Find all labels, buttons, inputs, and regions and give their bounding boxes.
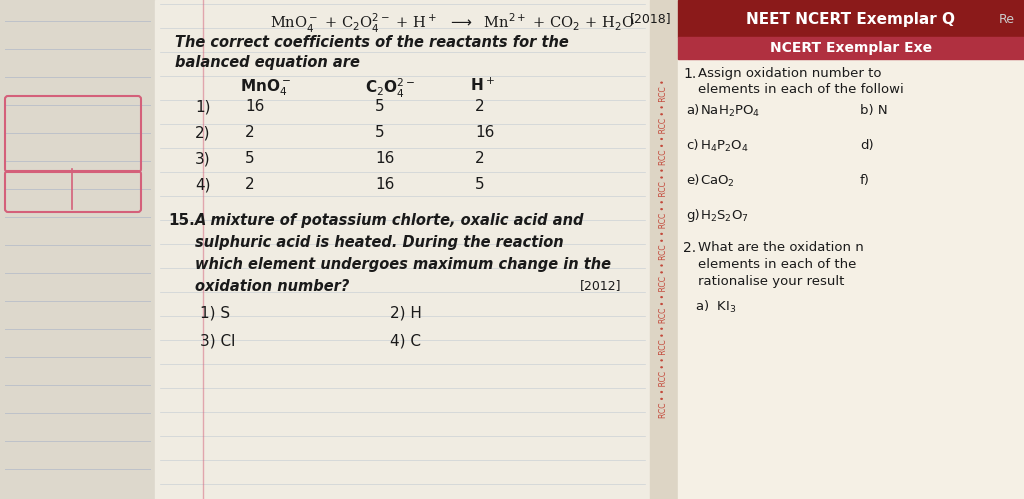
Bar [0, 292, 1024, 301]
Text: 1.: 1. [683, 67, 696, 81]
Text: H$_4$P$_2$O$_4$: H$_4$P$_2$O$_4$ [700, 139, 749, 154]
Bar [0, 166, 1024, 175]
Bar [0, 436, 1024, 445]
Text: rationalise your result: rationalise your result [698, 275, 845, 288]
Text: a)  KI$_3$: a) KI$_3$ [695, 299, 736, 315]
Bar [0, 382, 1024, 391]
Bar [0, 220, 1024, 229]
Bar [0, 490, 1024, 499]
Text: d): d) [860, 139, 873, 152]
Bar [155, 0, 650, 499]
Text: [2018]: [2018] [630, 12, 672, 25]
Text: 4): 4) [195, 177, 211, 192]
Text: Re: Re [999, 12, 1015, 25]
Text: 16: 16 [375, 151, 394, 166]
Text: NCERT Exemplar Exe: NCERT Exemplar Exe [770, 41, 932, 55]
Polygon shape [0, 0, 175, 499]
Text: 3): 3) [195, 151, 211, 166]
Text: 2: 2 [475, 151, 484, 166]
Text: 4) C: 4) C [390, 334, 421, 349]
Text: 16: 16 [245, 99, 264, 114]
Text: 5: 5 [245, 151, 255, 166]
Bar [0, 40, 1024, 49]
Bar [0, 346, 1024, 355]
Bar [0, 256, 1024, 265]
Text: The correct coefficients of the reactants for the: The correct coefficients of the reactant… [175, 35, 568, 50]
Bar [678, 37, 1024, 59]
Bar [0, 58, 1024, 67]
Text: 2.: 2. [683, 241, 696, 255]
Text: NaH$_2$PO$_4$: NaH$_2$PO$_4$ [700, 104, 760, 119]
Text: 2: 2 [475, 99, 484, 114]
Bar [0, 148, 1024, 157]
Bar [0, 310, 1024, 319]
Bar [0, 472, 1024, 481]
Text: elements in each of the followi: elements in each of the followi [698, 83, 904, 96]
Text: 2): 2) [195, 125, 211, 140]
Text: What are the oxidation n: What are the oxidation n [698, 241, 864, 254]
Bar [650, 0, 678, 499]
Text: Assign oxidation number to: Assign oxidation number to [698, 67, 882, 80]
Text: f): f) [860, 174, 869, 187]
Text: H$^+$: H$^+$ [470, 77, 495, 94]
Bar [0, 364, 1024, 373]
Text: 2: 2 [245, 177, 255, 192]
Text: RCC • • RCC • • RCC • • RCC • • RCC • • RCC • • RCC • • RCC • • RCC • • RCC • • : RCC • • RCC • • RCC • • RCC • • RCC • • … [659, 80, 669, 418]
Bar [0, 130, 1024, 139]
Text: 5: 5 [475, 177, 484, 192]
Bar [0, 400, 1024, 409]
Bar [0, 418, 1024, 427]
Text: e): e) [686, 174, 699, 187]
Bar [678, 0, 1024, 499]
Text: MnO$_4^-$: MnO$_4^-$ [240, 77, 291, 97]
Text: 16: 16 [375, 177, 394, 192]
Bar [0, 238, 1024, 247]
Text: 5: 5 [375, 99, 385, 114]
Text: 3) Cl: 3) Cl [200, 334, 236, 349]
Text: 1): 1) [195, 99, 211, 114]
Text: 2: 2 [245, 125, 255, 140]
Text: balanced equation are: balanced equation are [175, 55, 359, 70]
Bar [0, 112, 1024, 121]
Bar [0, 94, 1024, 103]
Bar [0, 4, 1024, 13]
Text: 15.: 15. [168, 213, 195, 228]
Bar [0, 184, 1024, 193]
Text: [2012]: [2012] [580, 279, 622, 292]
Text: c): c) [686, 139, 698, 152]
Text: A mixture of potassium chlorte, oxalic acid and: A mixture of potassium chlorte, oxalic a… [195, 213, 585, 228]
Text: elements in each of the: elements in each of the [698, 258, 856, 271]
Text: which element undergoes maximum change in the: which element undergoes maximum change i… [195, 257, 611, 272]
Text: CaO$_2$: CaO$_2$ [700, 174, 735, 189]
Text: 1) S: 1) S [200, 305, 230, 320]
Text: g): g) [686, 209, 699, 222]
Text: 2) H: 2) H [390, 305, 422, 320]
Text: oxidation number?: oxidation number? [195, 279, 349, 294]
Bar [0, 454, 1024, 463]
Bar [0, 202, 1024, 211]
Text: 16: 16 [475, 125, 495, 140]
Text: NEET NCERT Exemplar Q: NEET NCERT Exemplar Q [746, 11, 955, 26]
Text: a): a) [686, 104, 699, 117]
Text: sulphuric acid is heated. During the reaction: sulphuric acid is heated. During the rea… [195, 235, 563, 250]
Text: 5: 5 [375, 125, 385, 140]
Text: MnO$_4^-$ + C$_2$O$_4^{2-}$ + H$^+$  $\longrightarrow$  Mn$^{2+}$ + CO$_2$ + H$_: MnO$_4^-$ + C$_2$O$_4^{2-}$ + H$^+$ $\lo… [270, 12, 635, 35]
Bar [0, 76, 1024, 85]
Bar [0, 22, 1024, 31]
Text: b) N: b) N [860, 104, 888, 117]
Bar [678, 0, 1024, 37]
Text: C$_2$O$_4^{2-}$: C$_2$O$_4^{2-}$ [365, 77, 416, 100]
Bar [0, 328, 1024, 337]
Text: H$_2$S$_2$O$_7$: H$_2$S$_2$O$_7$ [700, 209, 749, 224]
Bar [0, 274, 1024, 283]
